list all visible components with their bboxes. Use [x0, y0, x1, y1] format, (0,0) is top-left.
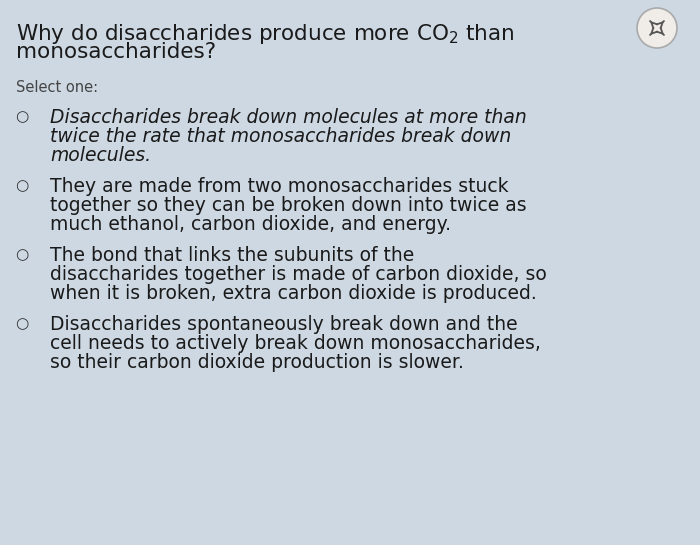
- Text: cell needs to actively break down monosaccharides,: cell needs to actively break down monosa…: [50, 334, 541, 353]
- Text: together so they can be broken down into twice as: together so they can be broken down into…: [50, 196, 526, 215]
- Text: disaccharides together is made of carbon dioxide, so: disaccharides together is made of carbon…: [50, 265, 547, 284]
- Text: molecules.: molecules.: [50, 146, 151, 165]
- Text: The bond that links the subunits of the: The bond that links the subunits of the: [50, 246, 414, 265]
- Text: ○: ○: [15, 109, 29, 124]
- Text: much ethanol, carbon dioxide, and energy.: much ethanol, carbon dioxide, and energy…: [50, 215, 451, 234]
- Text: Why do disaccharides produce more $\mathregular{CO_2}$ than: Why do disaccharides produce more $\math…: [16, 22, 514, 46]
- Text: ○: ○: [15, 178, 29, 193]
- Text: Disaccharides break down molecules at more than: Disaccharides break down molecules at mo…: [50, 108, 526, 127]
- Text: so their carbon dioxide production is slower.: so their carbon dioxide production is sl…: [50, 353, 464, 372]
- Circle shape: [637, 8, 677, 48]
- Text: ○: ○: [15, 316, 29, 331]
- Text: monosaccharides?: monosaccharides?: [16, 43, 216, 63]
- Text: ○: ○: [15, 247, 29, 262]
- Text: Select one:: Select one:: [16, 80, 98, 95]
- Text: They are made from two monosaccharides stuck: They are made from two monosaccharides s…: [50, 177, 509, 196]
- Text: twice the rate that monosaccharides break down: twice the rate that monosaccharides brea…: [50, 127, 511, 146]
- Text: when it is broken, extra carbon dioxide is produced.: when it is broken, extra carbon dioxide …: [50, 284, 537, 303]
- Text: Disaccharides spontaneously break down and the: Disaccharides spontaneously break down a…: [50, 315, 517, 334]
